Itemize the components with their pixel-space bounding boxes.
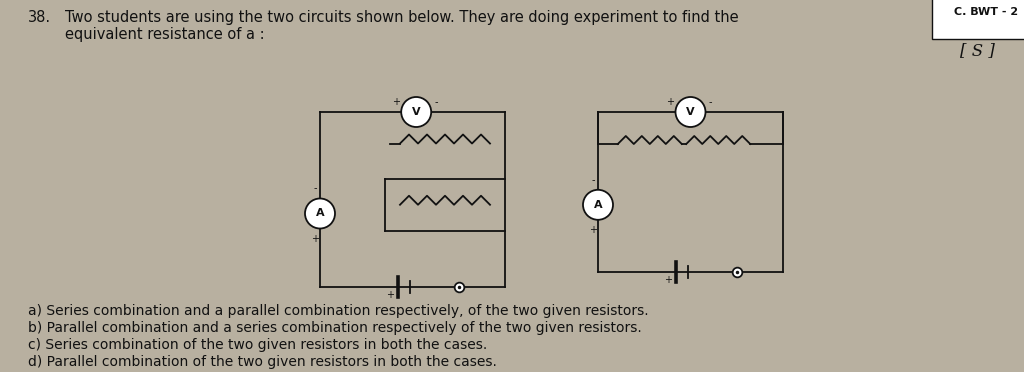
Text: -: - <box>591 175 595 185</box>
Text: A: A <box>315 208 325 218</box>
Text: a) Series combination and a parallel combination respectively, of the two given : a) Series combination and a parallel com… <box>28 304 648 318</box>
Text: A: A <box>594 200 602 210</box>
Text: +: + <box>589 225 597 235</box>
Text: 38.: 38. <box>28 10 51 25</box>
Text: +: + <box>386 290 393 300</box>
Text: V: V <box>686 107 695 117</box>
Text: V: V <box>412 107 421 117</box>
Text: -: - <box>709 97 713 107</box>
Text: b) Parallel combination and a series combination respectively of the two given r: b) Parallel combination and a series com… <box>28 321 642 335</box>
Text: Two students are using the two circuits shown below. They are doing experiment t: Two students are using the two circuits … <box>65 10 738 42</box>
Circle shape <box>676 97 706 127</box>
Text: C. BWT - 2: C. BWT - 2 <box>954 7 1018 17</box>
Text: c) Series combination of the two given resistors in both the cases.: c) Series combination of the two given r… <box>28 338 487 352</box>
Circle shape <box>583 190 613 220</box>
Text: +: + <box>667 97 675 107</box>
Text: +: + <box>311 234 319 244</box>
Text: +: + <box>664 275 672 285</box>
Text: +: + <box>392 97 400 107</box>
Text: -: - <box>313 183 316 193</box>
Text: d) Parallel combination of the two given resistors in both the cases.: d) Parallel combination of the two given… <box>28 355 497 369</box>
Text: [ S ]: [ S ] <box>961 42 995 59</box>
Text: -: - <box>434 97 438 107</box>
Circle shape <box>401 97 431 127</box>
Circle shape <box>305 199 335 228</box>
